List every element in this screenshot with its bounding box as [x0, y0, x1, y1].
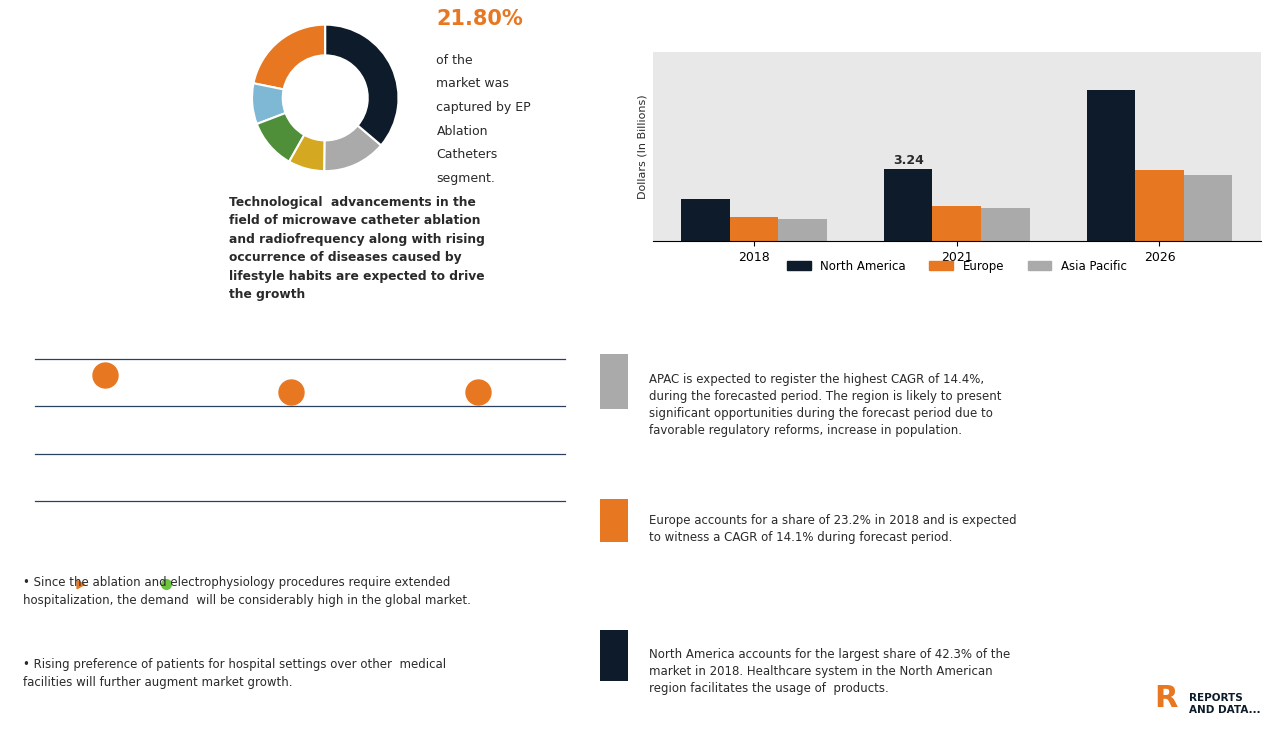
Text: • Rising preference of patients for hospital settings over other  medical
facili: • Rising preference of patients for hosp…: [23, 658, 447, 689]
Text: REPORTS
AND DATA...: REPORTS AND DATA...: [1189, 692, 1261, 716]
Text: Hospitals: Hospitals: [76, 531, 134, 540]
Bar: [730, 217, 778, 241]
Bar: [980, 208, 1029, 241]
FancyBboxPatch shape: [45, 280, 65, 313]
Wedge shape: [289, 135, 325, 171]
Text: 2019-2026,: 2019-2026,: [26, 13, 97, 25]
Text: market was: market was: [436, 77, 509, 91]
Text: North America accounts for the largest share of 42.3% of the
market in 2018. Hea: North America accounts for the largest s…: [649, 648, 1010, 695]
Text: R: R: [1155, 684, 1178, 713]
Text: APAC is expected to register the highest CAGR of 14.4%,
during the forecasted pe: APAC is expected to register the highest…: [649, 373, 1001, 437]
FancyBboxPatch shape: [100, 247, 120, 313]
Bar: [1087, 90, 1135, 241]
Wedge shape: [257, 113, 305, 162]
Text: the market will: the market will: [26, 38, 120, 51]
FancyBboxPatch shape: [155, 210, 175, 313]
Bar: [778, 219, 827, 241]
Text: captured by EP: captured by EP: [436, 101, 531, 114]
Text: • Since the ablation and electrophysiology procedures require extended
hospitali: • Since the ablation and electrophysiolo…: [23, 577, 471, 607]
Text: at a CAGR of: at a CAGR of: [26, 101, 106, 114]
Text: Europe accounts for a share of 23.2% in 2018 and is expected
to witness a CAGR o: Europe accounts for a share of 23.2% in …: [649, 514, 1016, 545]
Text: 3.24: 3.24: [892, 154, 924, 166]
Text: of the: of the: [436, 53, 474, 67]
Text: Catheters: Catheters: [436, 149, 498, 161]
Text: 14.1 %: 14.1 %: [22, 129, 111, 154]
Text: Cardiac Centers: Cardiac Centers: [242, 531, 340, 540]
Y-axis label: Dollars (In Billions): Dollars (In Billions): [637, 94, 648, 199]
FancyBboxPatch shape: [17, 293, 38, 313]
Bar: [883, 169, 932, 241]
FancyBboxPatch shape: [72, 264, 93, 313]
FancyBboxPatch shape: [127, 230, 148, 313]
Text: ACCELERATE: ACCELERATE: [22, 66, 148, 84]
FancyBboxPatch shape: [600, 499, 627, 542]
Circle shape: [283, 56, 367, 140]
Bar: [1184, 175, 1233, 241]
Legend: North America, Europe, Asia Pacific: North America, Europe, Asia Pacific: [782, 255, 1132, 277]
FancyBboxPatch shape: [600, 354, 627, 409]
Bar: [681, 199, 730, 241]
Text: 4.60: 4.60: [319, 386, 352, 398]
FancyBboxPatch shape: [600, 630, 627, 681]
Text: Ablation: Ablation: [436, 125, 488, 137]
Text: Technological  advancements in the
field of microwave catheter ablation
and radi: Technological advancements in the field …: [229, 196, 484, 301]
Text: 2026: 2026: [180, 580, 209, 589]
Bar: [1135, 170, 1184, 241]
Wedge shape: [252, 83, 285, 124]
Bar: [932, 206, 980, 241]
Wedge shape: [253, 25, 325, 89]
Text: Ambulatory Surgical Centers: Ambulatory Surgical Centers: [388, 531, 567, 540]
Text: 2019: 2019: [93, 580, 122, 589]
Text: 21.80%: 21.80%: [436, 10, 524, 30]
Wedge shape: [325, 25, 398, 146]
Text: segment.: segment.: [436, 172, 495, 185]
Wedge shape: [324, 126, 381, 171]
